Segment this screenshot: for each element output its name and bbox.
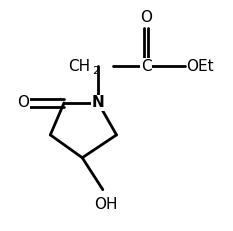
Text: OH: OH: [94, 197, 118, 212]
Text: 2: 2: [92, 66, 99, 76]
Text: O: O: [17, 95, 29, 110]
Text: OEt: OEt: [186, 59, 214, 74]
Text: CH: CH: [68, 59, 90, 74]
Text: O: O: [140, 10, 152, 25]
Text: N: N: [92, 95, 105, 110]
Text: C: C: [141, 59, 151, 74]
